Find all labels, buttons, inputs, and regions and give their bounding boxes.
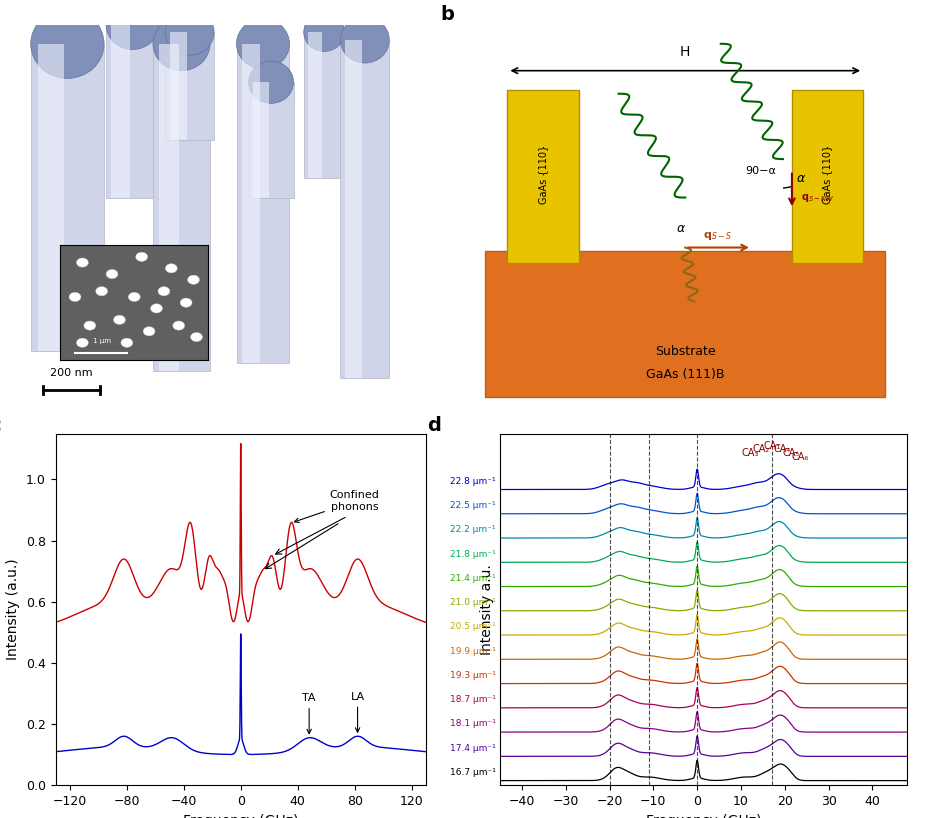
Text: 90−α: 90−α [745, 165, 776, 176]
Text: d: d [427, 416, 441, 435]
Bar [158, 43, 179, 371]
Circle shape [136, 252, 147, 262]
Bar [792, 90, 863, 263]
Text: 19.9 μm⁻¹: 19.9 μm⁻¹ [450, 646, 495, 655]
Circle shape [249, 61, 294, 103]
Bar [38, 43, 64, 352]
Bar [345, 40, 362, 378]
Y-axis label: Intensity a.u.: Intensity a.u. [481, 564, 494, 654]
Text: 21.0 μm⁻¹: 21.0 μm⁻¹ [450, 598, 495, 607]
Circle shape [173, 321, 184, 330]
Bar [249, 83, 294, 198]
Bar [507, 90, 579, 263]
Text: 20.5 μm⁻¹: 20.5 μm⁻¹ [450, 622, 495, 631]
Circle shape [129, 292, 140, 302]
X-axis label: Frequency (GHz): Frequency (GHz) [183, 814, 298, 818]
Circle shape [181, 298, 192, 308]
Circle shape [106, 0, 159, 50]
Text: $\mathbf{q}_{S-NW}$: $\mathbf{q}_{S-NW}$ [801, 191, 834, 204]
Text: 22.5 μm⁻¹: 22.5 μm⁻¹ [450, 501, 495, 510]
Text: TA: TA [303, 693, 316, 734]
Bar [307, 32, 322, 178]
Text: H: H [680, 45, 691, 59]
Circle shape [236, 19, 290, 69]
Text: Substrate: Substrate [655, 345, 716, 357]
Text: 22.2 μm⁻¹: 22.2 μm⁻¹ [450, 525, 495, 534]
Text: 1 μm: 1 μm [93, 338, 111, 344]
Circle shape [114, 315, 125, 325]
Text: Confined
phonons: Confined phonons [294, 491, 380, 523]
Circle shape [121, 338, 132, 348]
Text: GaAs {110}: GaAs {110} [822, 145, 832, 204]
Text: b: b [441, 6, 455, 25]
Bar [485, 251, 885, 398]
Text: 18.1 μm⁻¹: 18.1 μm⁻¹ [450, 719, 495, 728]
Circle shape [77, 258, 88, 267]
Text: CA₆: CA₆ [792, 452, 808, 462]
Text: CA₁: CA₁ [763, 441, 781, 451]
Text: 21.8 μm⁻¹: 21.8 μm⁻¹ [450, 550, 495, 559]
Circle shape [341, 17, 389, 63]
Text: 22.8 μm⁻¹: 22.8 μm⁻¹ [450, 477, 495, 486]
Circle shape [77, 338, 88, 348]
Text: CA₄: CA₄ [774, 444, 791, 455]
Text: CA₂: CA₂ [752, 444, 770, 455]
Text: 200 nm: 200 nm [50, 368, 93, 378]
Circle shape [144, 326, 155, 336]
Bar [253, 83, 269, 198]
Circle shape [95, 286, 107, 296]
Circle shape [165, 9, 214, 56]
Bar [153, 43, 210, 371]
Text: $\alpha$: $\alpha$ [795, 172, 806, 185]
X-axis label: Frequency (GHz): Frequency (GHz) [646, 814, 761, 818]
Text: CA₅: CA₅ [782, 448, 800, 458]
Text: GaAs (111)B: GaAs (111)B [646, 368, 724, 381]
Text: CA₃: CA₃ [741, 448, 758, 458]
Bar [31, 43, 104, 352]
Circle shape [153, 17, 210, 70]
Bar [236, 44, 290, 363]
Circle shape [188, 275, 199, 285]
Circle shape [31, 9, 104, 79]
Circle shape [304, 13, 344, 52]
Y-axis label: Intensity (a.u.): Intensity (a.u.) [6, 559, 20, 660]
Text: $\mathbf{q}_{S-S}$: $\mathbf{q}_{S-S}$ [703, 230, 732, 242]
Bar [242, 44, 260, 363]
Circle shape [69, 292, 81, 302]
Bar [170, 32, 187, 140]
Text: $\alpha$: $\alpha$ [676, 222, 686, 235]
Text: 16.7 μm⁻¹: 16.7 μm⁻¹ [450, 768, 495, 777]
Text: 21.4 μm⁻¹: 21.4 μm⁻¹ [450, 574, 495, 583]
Bar [111, 25, 130, 198]
Text: 17.4 μm⁻¹: 17.4 μm⁻¹ [450, 744, 495, 753]
Bar [304, 32, 344, 178]
Circle shape [191, 332, 203, 342]
Bar [341, 40, 389, 378]
Circle shape [84, 321, 95, 330]
Circle shape [151, 303, 162, 313]
Bar [106, 25, 159, 198]
Circle shape [106, 269, 118, 279]
Circle shape [166, 263, 177, 273]
Text: GaAs {110}: GaAs {110} [538, 145, 548, 204]
Text: LA: LA [351, 691, 365, 732]
Circle shape [158, 286, 169, 296]
Text: 19.3 μm⁻¹: 19.3 μm⁻¹ [450, 671, 495, 680]
Bar [165, 32, 214, 140]
Text: 18.7 μm⁻¹: 18.7 μm⁻¹ [450, 695, 495, 704]
